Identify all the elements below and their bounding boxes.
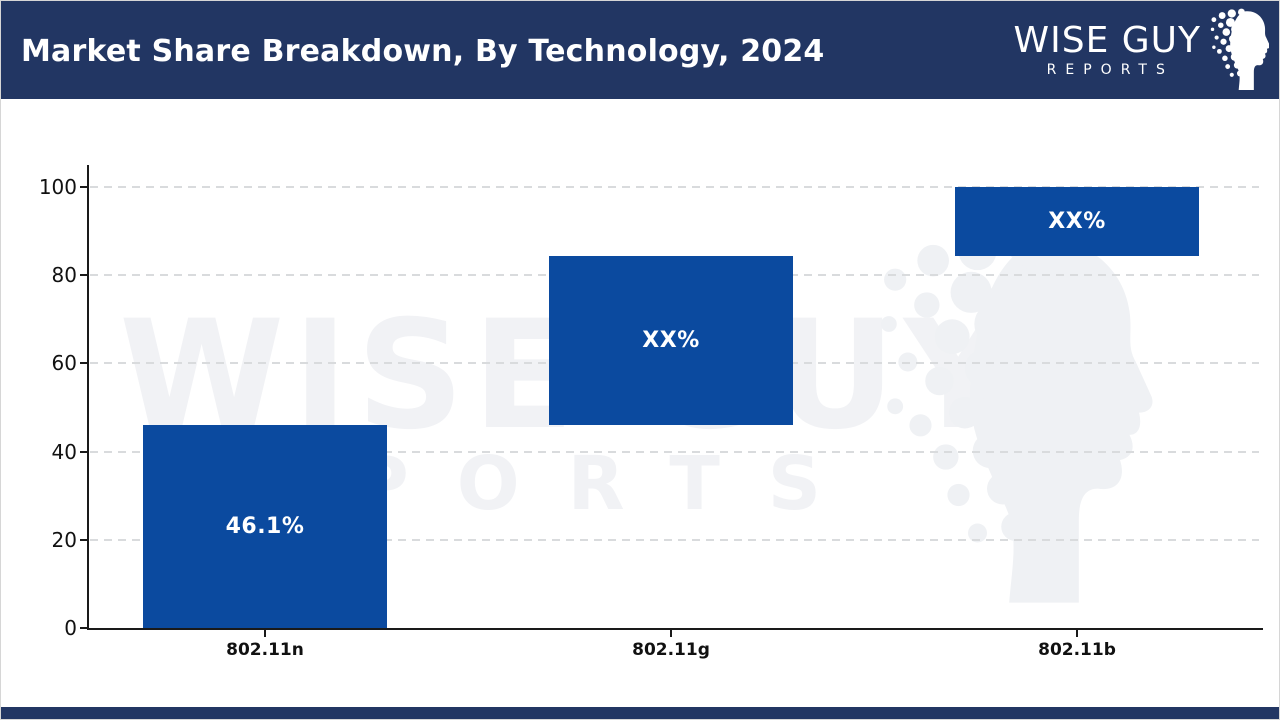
logo-wordmark: WISE GUY [1013, 20, 1201, 61]
y-axis-tick [80, 186, 88, 188]
y-tick-label: 0 [64, 616, 77, 640]
y-tick-label: 60 [51, 351, 77, 376]
x-axis-tick [264, 630, 266, 637]
x-tick-label: 802.11g [632, 640, 710, 660]
y-axis-line [87, 165, 89, 630]
y-axis-tick [80, 627, 88, 629]
bar-value-label: 46.1% [225, 513, 305, 539]
y-tick-label: 80 [51, 263, 77, 288]
gridline [90, 450, 1259, 453]
chart-title: Market Share Breakdown, By Technology, 2… [21, 34, 825, 69]
bar-segment-802.11n: 46.1% [143, 424, 387, 628]
bar-segment-802.11b: XX% [955, 187, 1199, 257]
x-axis-tick [670, 630, 672, 637]
y-tick-label: 20 [51, 527, 77, 552]
logo-subtitle: REPORTS [1046, 62, 1174, 78]
y-axis-tick [80, 362, 88, 365]
footer-bar [1, 707, 1279, 719]
y-axis-tick [80, 274, 88, 277]
x-tick-label: 802.11n [226, 640, 304, 660]
y-tick-label: 40 [51, 439, 77, 464]
y-tick-label: 100 [38, 175, 77, 199]
bar-value-label: XX% [1048, 209, 1106, 235]
gridline [90, 538, 1259, 541]
y-axis-tick [80, 450, 88, 453]
logo-text: WISE GUY REPORTS [1013, 20, 1202, 79]
y-axis-tick [80, 538, 88, 541]
wiseguy-logo: WISE GUY REPORTS [1013, 6, 1269, 94]
wiseguy-face-icon [1210, 8, 1269, 90]
x-axis-tick [1076, 630, 1078, 637]
x-tick-label: 802.11b [1038, 640, 1116, 660]
bar-segment-802.11g: XX% [549, 256, 793, 425]
gridline [90, 186, 1259, 188]
x-axis-line [87, 628, 1263, 630]
bar-value-label: XX% [642, 327, 700, 353]
header: Market Share Breakdown, By Technology, 2… [1, 1, 1279, 99]
